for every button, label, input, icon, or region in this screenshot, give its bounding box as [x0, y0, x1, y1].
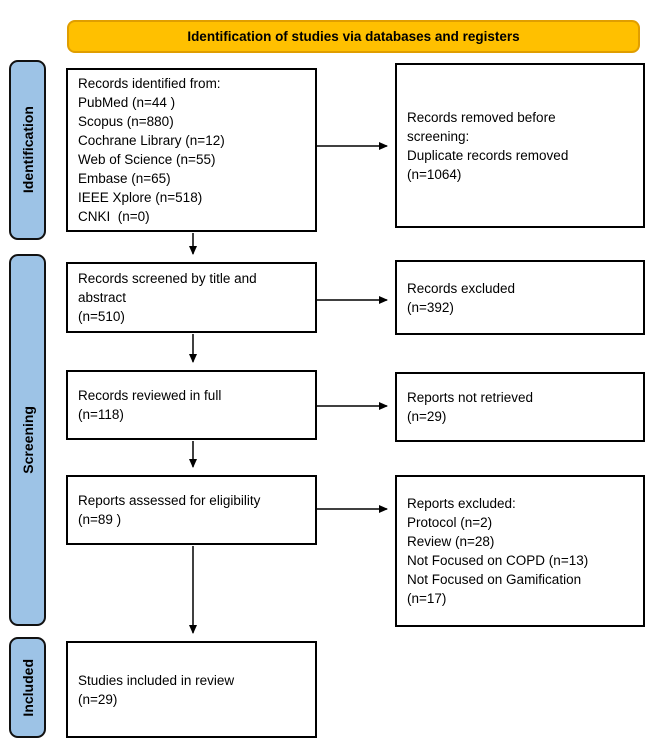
records-excluded-text: Records excluded (n=392)	[407, 280, 516, 315]
records-screened-text: Records screened by title and abstract (…	[78, 271, 257, 324]
records-reviewed-text: Records reviewed in full (n=118)	[78, 388, 222, 422]
box-reports-not-retrieved: Reports not retrieved (n=29)	[395, 372, 645, 442]
banner-title: Identification of studies via databases …	[187, 29, 520, 44]
banner-databases-registers: Identification of studies via databases …	[67, 20, 640, 53]
reports-not-retrieved-text: Reports not retrieved (n=29)	[407, 390, 534, 424]
stage-label-included: Included	[9, 637, 46, 738]
stage-identification-text: Identification	[19, 106, 36, 194]
box-records-identified: Records identified from: PubMed (n=44 ) …	[66, 68, 317, 232]
box-reports-assessed-eligibility: Reports assessed for eligibility (n=89 )	[66, 475, 317, 545]
reports-excluded-text: Reports excluded: Protocol (n=2) Review …	[407, 496, 589, 606]
box-studies-included: Studies included in review (n=29)	[66, 641, 317, 738]
reports-assessed-text: Reports assessed for eligibility (n=89 )	[78, 493, 261, 527]
box-records-removed-before-screening: Records removed before screening: Duplic…	[395, 63, 645, 228]
box-records-excluded: Records excluded (n=392)	[395, 260, 645, 335]
stage-label-identification: Identification	[9, 60, 46, 240]
records-removed-text: Records removed before screening: Duplic…	[407, 109, 569, 182]
stage-screening-text: Screening	[19, 406, 36, 474]
box-records-screened: Records screened by title and abstract (…	[66, 262, 317, 333]
box-reports-excluded-reasons: Reports excluded: Protocol (n=2) Review …	[395, 475, 645, 627]
stage-included-text: Included	[19, 658, 36, 717]
box-records-reviewed-full: Records reviewed in full (n=118)	[66, 370, 317, 440]
records-identified-text: Records identified from: PubMed (n=44 ) …	[78, 76, 225, 224]
stage-label-screening: Screening	[9, 254, 46, 626]
studies-included-text: Studies included in review (n=29)	[78, 672, 235, 707]
